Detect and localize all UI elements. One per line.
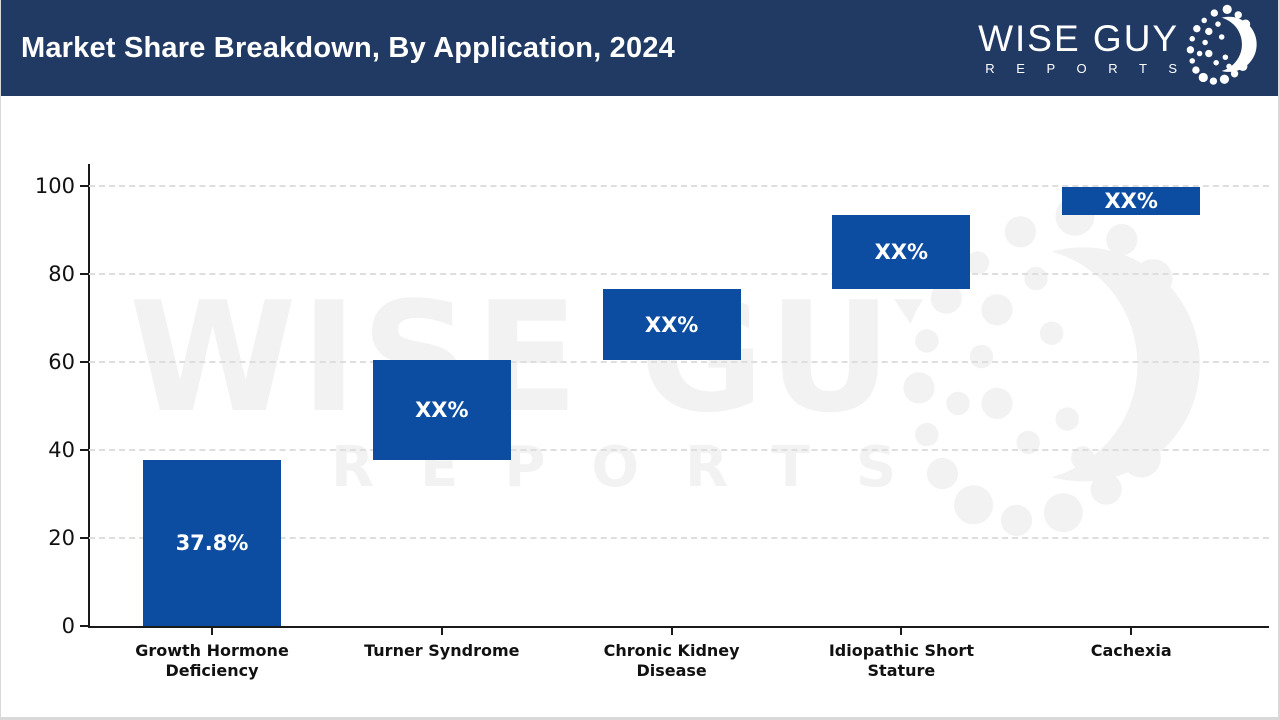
bar-value-label: 37.8% bbox=[175, 530, 249, 555]
bar-value-label: XX% bbox=[644, 312, 699, 337]
bar-value-label: XX% bbox=[415, 398, 469, 423]
y-tick-label: 80 bbox=[48, 261, 75, 286]
y-tick-mark bbox=[80, 448, 88, 451]
x-tick-mark bbox=[900, 628, 903, 635]
y-tick-mark bbox=[80, 360, 88, 363]
x-tick-mark bbox=[670, 628, 673, 635]
bar-segment: XX% bbox=[832, 214, 971, 289]
bar-value-label: XX% bbox=[1104, 188, 1158, 213]
y-tick-label: 0 bbox=[61, 614, 75, 638]
watermark-face-icon bbox=[903, 196, 1200, 536]
gridline bbox=[89, 272, 1269, 275]
y-tick-mark bbox=[80, 272, 88, 275]
y-tick-mark bbox=[80, 184, 88, 187]
x-tick-mark bbox=[211, 628, 213, 635]
x-tick-mark bbox=[440, 628, 443, 635]
x-tick-mark bbox=[1130, 628, 1133, 635]
x-category-label: Idiopathic Short Stature bbox=[828, 641, 974, 680]
chart-title: Market Share Breakdown, By Application, … bbox=[21, 31, 675, 64]
wiseguy-logo-text: WISE GUY R E P O R T S bbox=[971, 20, 1186, 76]
logo-subtitle: R E P O R T S bbox=[985, 61, 1186, 76]
y-tick-mark bbox=[80, 536, 88, 539]
gridline bbox=[89, 536, 1269, 539]
bar-value-label: XX% bbox=[874, 239, 929, 264]
header-bar: Market Share Breakdown, By Application, … bbox=[1, 0, 1278, 96]
x-category-label: Cachexia bbox=[1090, 641, 1172, 660]
bar-segment: XX% bbox=[372, 360, 511, 460]
logo-face-icon bbox=[1186, 4, 1257, 85]
bar-segment: 37.8% bbox=[143, 459, 281, 626]
y-tick-mark bbox=[80, 625, 88, 627]
y-tick-label: 40 bbox=[48, 437, 75, 462]
x-axis-line bbox=[88, 626, 1269, 628]
y-axis-line bbox=[88, 164, 90, 628]
bar-segment: XX% bbox=[1062, 186, 1201, 215]
gridline bbox=[89, 184, 1269, 187]
y-tick-label: 20 bbox=[48, 525, 75, 550]
wiseguy-logo: WISE GUY R E P O R T S bbox=[971, 2, 1264, 94]
y-tick-label: 100 bbox=[34, 173, 75, 198]
y-tick-label: 60 bbox=[48, 349, 75, 374]
logo-wordmark: WISE GUY bbox=[978, 18, 1180, 59]
x-category-label: Turner Syndrome bbox=[364, 641, 520, 660]
x-category-label: Growth Hormone Deficiency bbox=[135, 641, 289, 680]
x-category-label: Chronic Kidney Disease bbox=[603, 641, 740, 680]
gridline bbox=[89, 448, 1269, 451]
bar-segment: XX% bbox=[602, 288, 741, 361]
gridline bbox=[89, 360, 1269, 363]
watermark-text: WISE GUY bbox=[129, 269, 1010, 446]
